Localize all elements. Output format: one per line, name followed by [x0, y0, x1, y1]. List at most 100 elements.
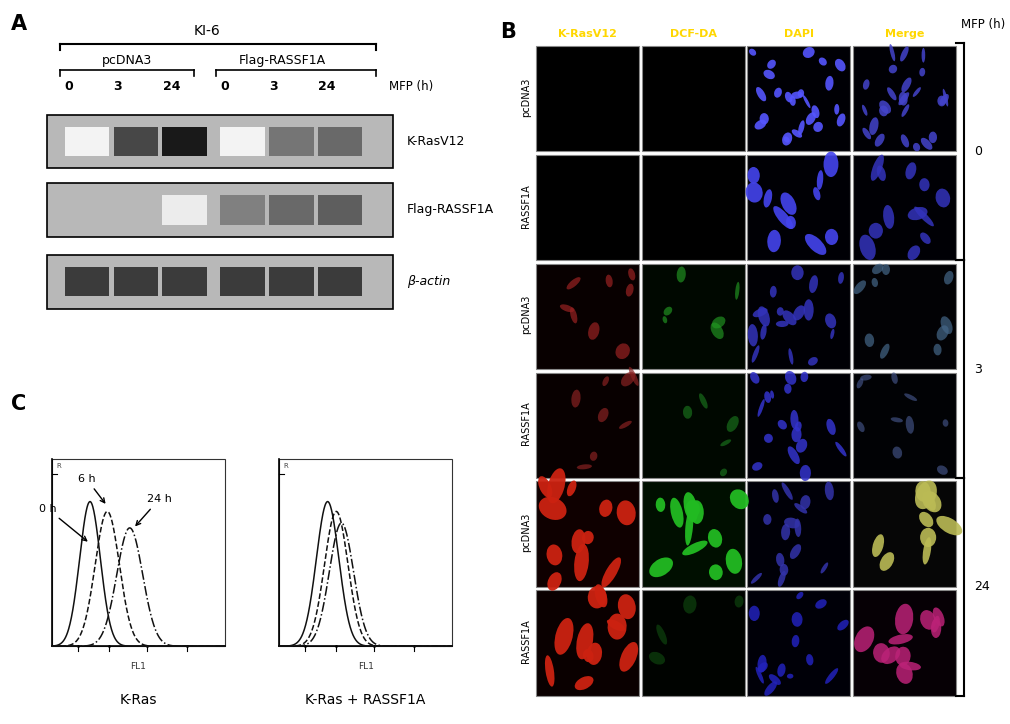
Ellipse shape: [887, 88, 897, 101]
Ellipse shape: [735, 282, 739, 300]
Ellipse shape: [615, 343, 630, 359]
Ellipse shape: [870, 117, 879, 135]
Ellipse shape: [803, 95, 810, 108]
Ellipse shape: [607, 620, 625, 631]
Ellipse shape: [547, 468, 566, 503]
Ellipse shape: [837, 620, 848, 631]
Ellipse shape: [877, 166, 886, 181]
Ellipse shape: [626, 284, 633, 297]
Ellipse shape: [628, 269, 635, 280]
Ellipse shape: [782, 482, 793, 500]
Ellipse shape: [933, 607, 944, 626]
Ellipse shape: [891, 372, 898, 384]
Ellipse shape: [920, 528, 936, 547]
Ellipse shape: [922, 491, 941, 513]
Ellipse shape: [777, 307, 784, 316]
Ellipse shape: [755, 87, 767, 101]
Ellipse shape: [686, 500, 700, 517]
Bar: [852, 264, 955, 369]
Ellipse shape: [712, 316, 725, 329]
Text: 3: 3: [270, 80, 278, 93]
Ellipse shape: [582, 531, 594, 544]
Ellipse shape: [538, 497, 567, 520]
Text: 24 h: 24 h: [136, 494, 172, 526]
Ellipse shape: [730, 489, 748, 509]
Ellipse shape: [906, 416, 914, 434]
Ellipse shape: [683, 596, 697, 613]
Text: RASSF1A: RASSF1A: [521, 184, 531, 228]
Ellipse shape: [873, 643, 890, 662]
Ellipse shape: [590, 452, 597, 461]
Ellipse shape: [765, 681, 777, 696]
Ellipse shape: [901, 135, 909, 148]
Bar: [747, 481, 850, 587]
Ellipse shape: [813, 187, 820, 201]
Ellipse shape: [554, 618, 574, 654]
Ellipse shape: [792, 635, 799, 647]
Ellipse shape: [784, 136, 790, 143]
Ellipse shape: [572, 529, 586, 553]
Ellipse shape: [835, 59, 845, 72]
Ellipse shape: [908, 207, 927, 220]
Ellipse shape: [583, 649, 594, 662]
Text: pcDNA3: pcDNA3: [102, 54, 152, 67]
Ellipse shape: [629, 367, 638, 386]
Ellipse shape: [899, 92, 908, 106]
Ellipse shape: [792, 130, 802, 138]
Ellipse shape: [758, 662, 768, 673]
Text: 6 h: 6 h: [78, 474, 105, 502]
Ellipse shape: [754, 119, 767, 130]
Ellipse shape: [790, 96, 796, 106]
Ellipse shape: [750, 372, 760, 384]
Ellipse shape: [649, 557, 673, 577]
Text: RASSF1A: RASSF1A: [521, 402, 531, 445]
Text: 0: 0: [65, 80, 74, 93]
Ellipse shape: [781, 193, 797, 215]
Ellipse shape: [880, 344, 890, 358]
Ellipse shape: [793, 306, 805, 321]
Ellipse shape: [792, 427, 802, 442]
Ellipse shape: [836, 114, 845, 127]
Ellipse shape: [546, 544, 563, 565]
Ellipse shape: [764, 514, 772, 525]
Ellipse shape: [861, 374, 872, 381]
Ellipse shape: [891, 417, 903, 422]
Ellipse shape: [778, 663, 786, 677]
Ellipse shape: [792, 612, 803, 627]
Ellipse shape: [709, 565, 723, 580]
Ellipse shape: [913, 87, 921, 97]
Ellipse shape: [919, 512, 933, 527]
Ellipse shape: [648, 652, 665, 665]
Ellipse shape: [577, 623, 594, 660]
Ellipse shape: [825, 313, 836, 328]
Ellipse shape: [796, 592, 803, 599]
Ellipse shape: [587, 643, 602, 665]
Ellipse shape: [791, 265, 804, 280]
Ellipse shape: [806, 654, 813, 665]
Ellipse shape: [601, 557, 621, 587]
Bar: [747, 46, 850, 151]
Ellipse shape: [862, 105, 868, 116]
Ellipse shape: [720, 468, 727, 476]
Ellipse shape: [795, 421, 802, 432]
Bar: [163, 195, 207, 224]
Ellipse shape: [764, 70, 775, 79]
Ellipse shape: [919, 178, 929, 191]
Text: FL1: FL1: [130, 662, 146, 671]
Bar: [852, 46, 955, 151]
Text: A: A: [11, 14, 27, 35]
Ellipse shape: [940, 316, 952, 334]
Bar: [65, 127, 109, 156]
Ellipse shape: [853, 280, 866, 294]
Ellipse shape: [785, 371, 796, 384]
Ellipse shape: [664, 307, 673, 316]
Text: 24: 24: [163, 80, 180, 93]
Ellipse shape: [809, 275, 818, 293]
Ellipse shape: [800, 495, 810, 509]
Ellipse shape: [808, 357, 818, 366]
Ellipse shape: [606, 274, 613, 287]
Ellipse shape: [922, 537, 931, 565]
Ellipse shape: [942, 89, 948, 106]
Ellipse shape: [788, 446, 800, 464]
Ellipse shape: [588, 586, 606, 608]
